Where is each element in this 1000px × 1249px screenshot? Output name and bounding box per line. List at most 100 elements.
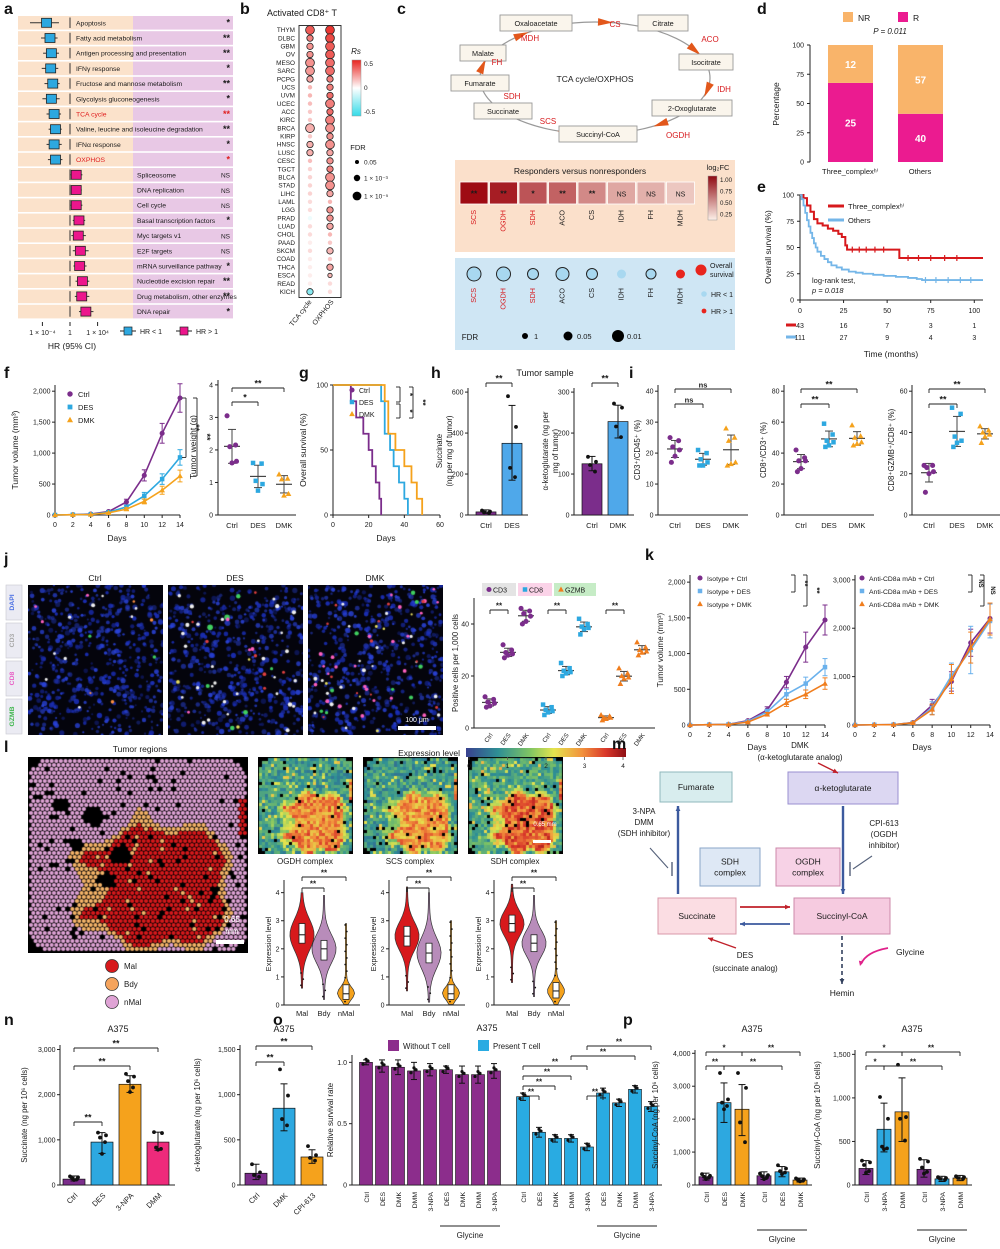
label: 100 (782, 193, 794, 200)
label: 0 (790, 298, 794, 305)
label: 0.75 (720, 189, 733, 196)
pathway-name: Glycolysis gluconeogenesis (76, 96, 160, 103)
cancer-type: THYM (277, 27, 295, 34)
pathway-box-label: complex (792, 868, 824, 878)
label: 0 (566, 513, 570, 520)
significance: * (226, 154, 230, 164)
label: 3,000 (38, 1047, 56, 1054)
sig-label: ** (528, 1088, 535, 1097)
label: 500 (39, 482, 51, 489)
map-title: SCS complex (386, 857, 434, 866)
cat-label: DMK (517, 731, 531, 747)
label: 2 (707, 732, 711, 739)
legend-hr-gt1: HR > 1 (196, 329, 218, 336)
metabolite: Isocitrate (691, 58, 721, 67)
label: 2 (276, 946, 280, 953)
label: 80 (772, 389, 780, 396)
cat-label: CPI-613 (292, 1191, 318, 1217)
label: 50 (796, 101, 804, 108)
cat-label: Ctrl (364, 1192, 371, 1203)
heat-enzyme: MDH (676, 210, 685, 226)
sig-label: NS (989, 586, 995, 594)
legend-item: CD3 (493, 588, 507, 595)
y-axis-label: Percentage (771, 82, 781, 126)
label: 4 (892, 732, 896, 739)
label: 2,000 (33, 389, 51, 396)
sig-label: ** (84, 1113, 92, 1123)
cat-label: 3-NPA (114, 1191, 136, 1213)
legend-item: Anti-CD8a mAb + DMK (869, 602, 940, 609)
cat-label: 3-NPA (649, 1192, 656, 1212)
metabolite: Malate (472, 49, 494, 58)
heat-enzyme: CS (587, 210, 596, 220)
image-col-title: DMK (366, 573, 385, 583)
surv-enzyme: MDH (676, 288, 685, 304)
pathway-name: E2F targets (137, 248, 173, 255)
significance: NS (221, 173, 231, 180)
legend-item: Isotype + Ctrl (707, 576, 748, 583)
sig-label: ** (426, 869, 433, 878)
label: 4 (89, 522, 93, 529)
microscopy-des-image (168, 585, 303, 735)
legend-r: R (913, 13, 919, 23)
label: 3 (486, 918, 490, 925)
label: 1,000 (38, 1137, 56, 1144)
heat-sig: ** (589, 189, 596, 199)
pathway-name: Drug metabolism, other enzymes (137, 294, 237, 301)
cat-label: DES (537, 1192, 544, 1206)
significance: * (226, 306, 230, 316)
cat-label: Ctrl (586, 521, 598, 530)
panel-p-succinylcoa: 0 1,000 2,000 3,000 4,000 A375 Succinyl-CoA (n… (651, 1024, 972, 1244)
label: 60 (900, 389, 908, 396)
label: 0 (904, 513, 908, 520)
label: 60 (772, 420, 780, 427)
label: 0.01 (627, 332, 642, 341)
legend-others: Others (848, 216, 871, 225)
cancer-type: READ (277, 281, 295, 288)
cat-label: Others (909, 167, 932, 176)
panel-g-survival: 0 50 100 0 20 40 60 Overall survival (%) Days Ctr… (298, 383, 444, 544)
panel-label-l: l (4, 739, 9, 756)
label: 8 (930, 732, 934, 739)
cancer-type: KIRP (280, 134, 295, 141)
glycine-label: Glycine (769, 1235, 796, 1244)
sig-label: ** (520, 880, 527, 889)
cat-label: DES (949, 521, 964, 530)
label: 0.05 (577, 332, 592, 341)
label: 2,000 (668, 580, 686, 587)
label: 2 (71, 522, 75, 529)
cpi-label: (OGDH (871, 830, 898, 839)
cat-label: DES (695, 521, 710, 530)
r-count: 40 (915, 134, 927, 145)
cat-label: DMK (849, 521, 866, 530)
pathway-box-label: Succinyl-CoA (816, 911, 867, 921)
cat-label: Three_complexʰⁱ (822, 167, 878, 176)
metabolite: 2-Oxoglutarate (668, 104, 716, 113)
label: 40 (772, 451, 780, 458)
y-axis-label: Tumor weight (g) (188, 415, 198, 479)
label: 25 (840, 308, 848, 315)
label: 1,000 (668, 651, 686, 658)
legend-nr: NR (858, 13, 870, 23)
cat-label: DMM (569, 1192, 576, 1209)
legend-item: Without T cell (403, 1042, 450, 1051)
surv-legend: Overall (710, 263, 733, 270)
label: 8 (124, 522, 128, 529)
cat-label: DMK (740, 1192, 747, 1208)
p-value: P = 0.011 (873, 27, 907, 36)
y-axis-label: α-ketoglutarate (ng per (541, 411, 550, 490)
panel-e-km: 0 25 50 75 100 0 25 50 75 100 Overall survival (%)… (763, 193, 983, 359)
sig-label: ** (592, 1088, 599, 1097)
x-axis-label: Days (376, 533, 395, 543)
cat-label: Ctrl (864, 1192, 871, 1203)
region-legend: nMal (124, 998, 142, 1007)
violin-cat: Bdy (318, 1009, 331, 1018)
label: 75 (786, 219, 794, 226)
heat-enzyme: FH (646, 210, 655, 220)
cat-label: 3-NPA (492, 1192, 499, 1212)
risk-blue: 4 (929, 335, 933, 342)
panel-m-pathway: Fumarate α-ketoglutarateSDHcomplexOGDHcom… (618, 741, 925, 998)
dmk-sub: (α-ketoglutarate analog) (757, 753, 842, 762)
